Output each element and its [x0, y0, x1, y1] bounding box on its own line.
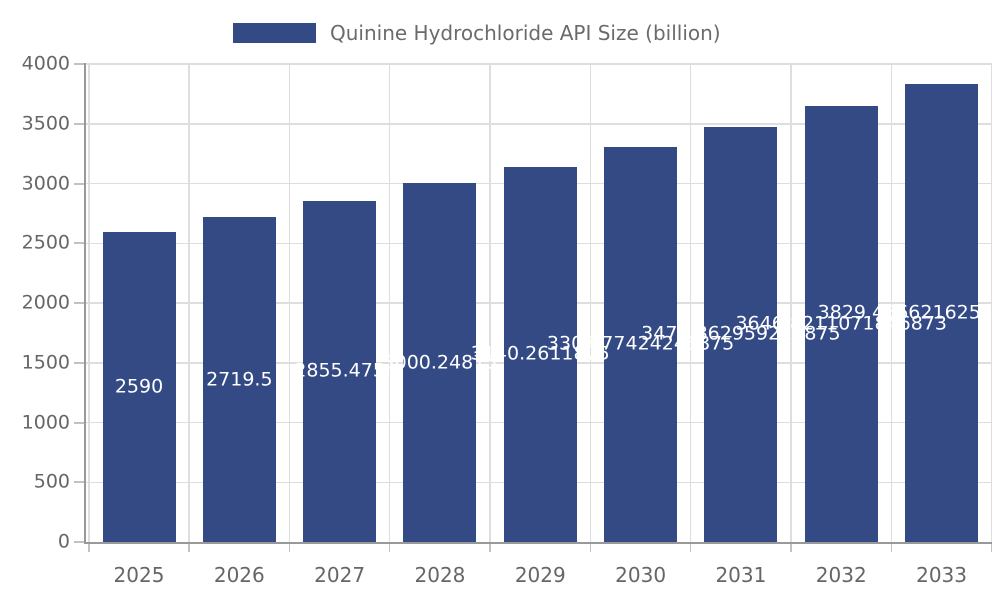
h-gridline	[84, 63, 992, 65]
v-gridline	[790, 64, 792, 542]
y-tick-mark	[74, 302, 85, 304]
x-tick-mark	[690, 544, 692, 552]
x-tick-mark	[288, 544, 291, 552]
bar-value-label: 3646.8211071846873	[735, 312, 948, 335]
y-tick-label: 3500	[21, 112, 70, 135]
v-gridline	[690, 64, 692, 542]
bar-value-label: 3140.2611875	[470, 342, 610, 365]
y-tick-label: 3000	[21, 172, 70, 194]
y-tick-label: 4000	[21, 52, 70, 75]
x-tick-label: 2032	[815, 563, 867, 587]
bar	[102, 232, 176, 542]
x-axis-line	[83, 542, 992, 544]
y-tick-label: 0	[57, 530, 70, 553]
bar	[905, 84, 979, 542]
v-gridline	[890, 64, 893, 542]
v-gridline	[991, 64, 993, 542]
x-tick-label: 2026	[213, 563, 265, 587]
legend-swatch	[233, 23, 316, 43]
x-tick-mark	[589, 544, 592, 552]
bar-value-label: 2590	[114, 375, 164, 398]
bar	[804, 106, 878, 542]
bar-value-label: 2855.475	[294, 359, 385, 382]
y-tick-label: 2500	[21, 231, 70, 254]
x-tick-label: 2025	[113, 563, 165, 587]
y-tick-mark	[74, 481, 85, 484]
x-tick-mark	[389, 544, 391, 552]
v-gridline	[288, 64, 291, 542]
h-gridline	[84, 123, 992, 125]
x-tick-label: 2031	[715, 563, 767, 587]
y-tick-label: 2000	[21, 291, 70, 314]
v-gridline	[389, 64, 391, 542]
y-tick-label: 1000	[21, 411, 70, 433]
bar-value-label: 3474.862959218875	[641, 322, 841, 345]
x-tick-mark	[991, 544, 993, 552]
x-tick-label: 2027	[314, 563, 366, 587]
x-tick-mark	[890, 544, 893, 552]
x-tick-mark	[88, 544, 90, 552]
y-tick-label: 1500	[21, 351, 70, 374]
bar	[202, 217, 276, 542]
bar	[604, 146, 678, 542]
y-tick-mark	[74, 242, 85, 245]
y-tick-mark	[74, 361, 85, 364]
legend: Quinine Hydrochloride API Size (billion)	[233, 23, 721, 43]
y-tick-mark	[74, 541, 85, 543]
y-tick-mark	[74, 182, 85, 185]
v-gridline	[589, 64, 592, 542]
x-tick-label: 2029	[514, 563, 566, 587]
bar	[303, 200, 377, 542]
bar-value-label: 3829.4566216251953125	[817, 301, 1000, 324]
bar-value-label: 2719.5	[206, 368, 273, 390]
v-gridline	[489, 64, 491, 542]
legend-label: Quinine Hydrochloride API Size (billion)	[330, 21, 721, 45]
x-tick-label: 2028	[414, 563, 466, 587]
bar-value-label: 3307.77424246875	[546, 332, 735, 355]
y-axis-line	[83, 63, 86, 543]
y-tick-mark	[74, 63, 85, 65]
x-tick-mark	[188, 544, 190, 552]
x-tick-mark	[790, 544, 792, 552]
y-tick-mark	[74, 122, 85, 125]
y-tick-mark	[74, 421, 85, 424]
x-tick-label: 2030	[615, 563, 667, 587]
bar	[503, 166, 577, 542]
x-tick-label: 2033	[916, 563, 967, 587]
bar-value-label: 3000.24875	[382, 351, 498, 374]
v-gridline	[188, 64, 190, 542]
x-tick-mark	[489, 544, 491, 552]
bar	[403, 183, 477, 542]
bar	[704, 126, 778, 542]
v-gridline	[88, 64, 90, 542]
y-tick-label: 500	[33, 470, 70, 493]
